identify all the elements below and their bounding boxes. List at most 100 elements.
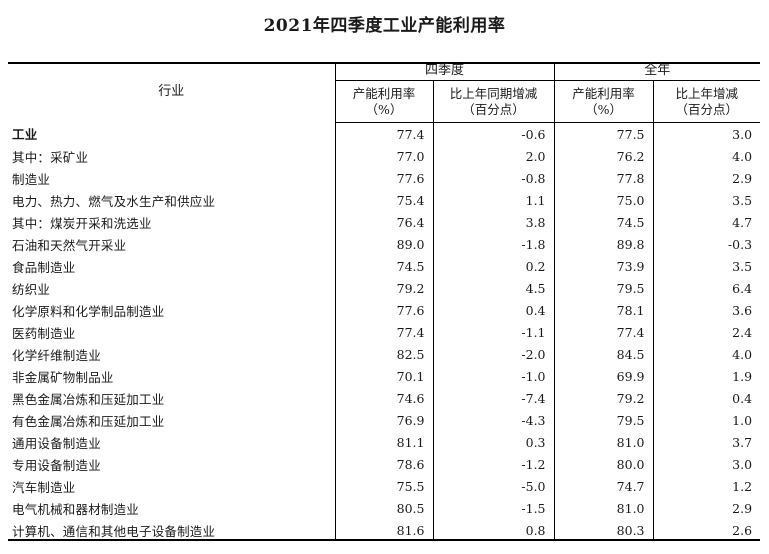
cell-q4-rate: 76.4 [334,211,433,233]
cell-q4-change: 0.8 [432,519,555,541]
cell-year-change: 3.6 [652,299,761,321]
column-header-q4-change: 比上年同期增减 （百分点） [432,80,555,123]
cell-q4-change: -5.0 [432,475,555,497]
cell-q4-rate: 77.6 [334,167,433,189]
row-label: 食品制造业 [12,259,76,275]
row-label: 电气机械和器材制造业 [12,501,140,517]
header-group-row: 行业 四季度 全年 [8,62,761,99]
cell-q4-rate: 82.5 [334,343,433,365]
column-header-year-rate-line2: （%） [585,101,622,117]
row-label: 石油和天然气开采业 [12,237,127,253]
table-row: 工业 77.4 -0.6 77.5 3.0 [8,122,761,145]
column-header-q4-change-line1: 比上年同期增减 [449,86,538,102]
cell-q4-rate: 78.6 [334,453,433,475]
cell-year-change: 3.0 [652,122,761,145]
table-row: 其中：采矿业 77.0 2.0 76.2 4.0 [8,145,761,167]
cell-q4-rate: 74.6 [334,387,433,409]
table-row: 食品制造业 74.5 0.2 73.9 3.5 [8,255,761,277]
table-row: 电气机械和器材制造业 80.5 -1.5 81.0 2.9 [8,497,761,519]
cell-year-rate: 89.8 [553,233,654,255]
cell-year-rate: 75.0 [553,189,654,211]
row-label: 专用设备制造业 [12,457,101,473]
cell-q4-rate: 70.1 [334,365,433,387]
table-row: 通用设备制造业 81.1 0.3 81.0 3.7 [8,431,761,453]
cell-q4-change: -1.0 [432,365,555,387]
column-header-q4-rate-line2: （%） [365,101,403,117]
cell-q4-change: 0.2 [432,255,555,277]
table-row: 医药制造业 77.4 -1.1 77.4 2.4 [8,321,761,343]
table-body: 工业 77.4 -0.6 77.5 3.0 其中：采矿业 77.0 2.0 76.2 4.0 制造业… [8,122,761,541]
cell-q4-rate: 77.4 [334,321,433,343]
column-header-q4-rate-line1: 产能利用率 [352,86,416,102]
cell-q4-change: -1.5 [432,497,555,519]
cell-year-change: 1.2 [652,475,761,497]
cell-year-change: 0.4 [652,387,761,409]
cell-q4-rate: 76.9 [334,409,433,431]
cell-year-rate: 81.0 [553,431,654,453]
row-label: 通用设备制造业 [12,435,101,451]
cell-year-change: 4.0 [652,145,761,167]
cell-q4-change: -1.8 [432,233,555,255]
cell-q4-rate: 77.0 [334,145,433,167]
row-label: 电力、热力、燃气及水生产和供应业 [12,193,216,209]
row-label: 纺织业 [12,281,51,297]
table-row: 化学纤维制造业 82.5 -2.0 84.5 4.0 [8,343,761,365]
cell-q4-change: -2.0 [432,343,555,365]
cell-q4-change: -0.8 [432,167,555,189]
header-subcolumn-row: 产能利用率 （%） 比上年同期增减 （百分点） 产能利用率 （%） 比上年增减 … [8,80,761,123]
cell-year-change: 1.0 [652,409,761,431]
table-row: 其中：煤炭开采和洗选业 76.4 3.8 74.5 4.7 [8,211,761,233]
row-label: 计算机、通信和其他电子设备制造业 [12,523,216,539]
cell-year-rate: 81.0 [553,497,654,519]
cell-year-rate: 80.0 [553,453,654,475]
cell-year-rate: 77.8 [553,167,654,189]
cell-year-change: 2.9 [652,167,761,189]
row-label: 医药制造业 [12,325,76,341]
table-row: 化学原料和化学制品制造业 77.6 0.4 78.1 3.6 [8,299,761,321]
cell-year-rate: 77.4 [553,321,654,343]
table-row: 非金属矿物制品业 70.1 -1.0 69.9 1.9 [8,365,761,387]
cell-year-rate: 77.5 [553,122,654,145]
cell-year-change: 3.5 [652,189,761,211]
cell-q4-rate: 77.4 [334,122,433,145]
row-label: 非金属矿物制品业 [12,369,114,385]
cell-year-change: 4.0 [652,343,761,365]
cell-q4-rate: 77.6 [334,299,433,321]
cell-q4-rate: 81.1 [334,431,433,453]
row-label: 其中：煤炭开采和洗选业 [12,215,152,231]
column-header-industry: 行业 [158,84,185,100]
column-header-year-change-line2: （百分点） [675,101,739,117]
table-row: 纺织业 79.2 4.5 79.5 6.4 [8,277,761,299]
row-label: 汽车制造业 [12,479,76,495]
row-label: 其中：采矿业 [12,149,89,165]
cell-q4-change: -0.6 [432,122,555,145]
cell-q4-rate: 89.0 [334,233,433,255]
column-header-year-rate-line1: 产能利用率 [572,86,635,102]
cell-q4-change: 2.0 [432,145,555,167]
cell-q4-change: -1.2 [432,453,555,475]
cell-year-change: 2.9 [652,497,761,519]
column-group-year: 全年 [553,62,761,81]
cell-year-rate: 69.9 [553,365,654,387]
cell-year-rate: 74.7 [553,475,654,497]
cell-year-change: 3.5 [652,255,761,277]
cell-q4-change: -4.3 [432,409,555,431]
cell-q4-change: -7.4 [432,387,555,409]
cell-q4-rate: 81.6 [334,519,433,541]
cell-year-change: 6.4 [652,277,761,299]
cell-year-rate: 79.5 [553,277,654,299]
cell-q4-rate: 74.5 [334,255,433,277]
cell-year-rate: 74.5 [553,211,654,233]
row-label: 化学纤维制造业 [12,347,101,363]
cell-year-rate: 76.2 [553,145,654,167]
cell-q4-change: 0.3 [432,431,555,453]
cell-q4-change: -1.1 [432,321,555,343]
cell-year-rate: 80.3 [553,519,654,541]
row-label: 有色金属冶炼和压延加工业 [12,413,165,429]
row-label: 制造业 [12,171,51,187]
table-row: 汽车制造业 75.5 -5.0 74.7 1.2 [8,475,761,497]
column-header-year-rate: 产能利用率 （%） [553,80,654,123]
cell-year-rate: 73.9 [553,255,654,277]
cell-q4-rate: 75.4 [334,189,433,211]
